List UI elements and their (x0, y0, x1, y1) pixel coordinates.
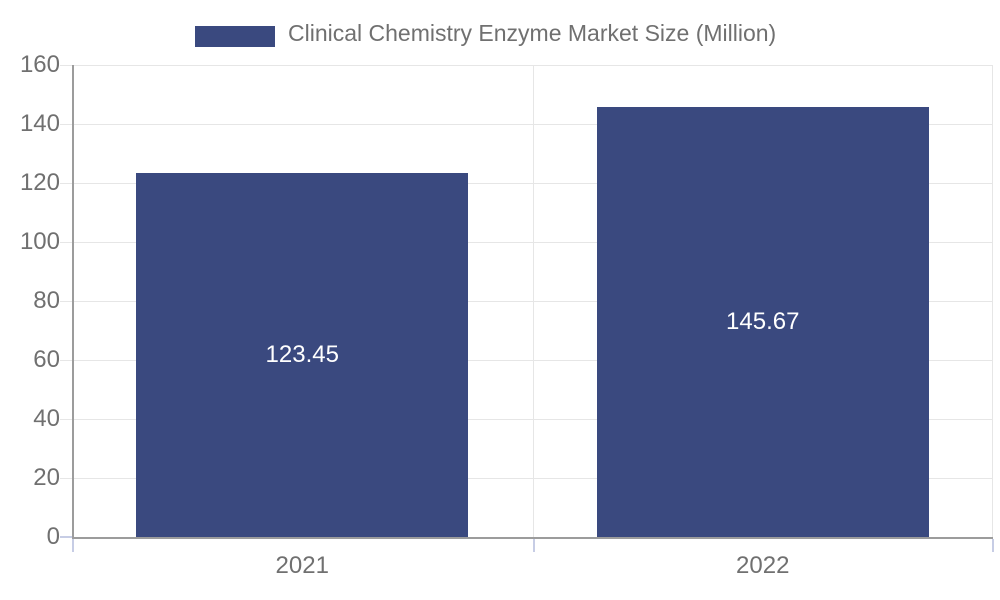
y-axis-tick (60, 536, 72, 538)
bar-value-label: 145.67 (726, 308, 800, 336)
y-tick-label: 160 (19, 51, 60, 78)
y-tick-label: 20 (33, 464, 60, 491)
y-tick-label: 40 (33, 405, 60, 432)
plot-area: 0 20 40 60 80 100 120 140 160 123.45 2021 145.67 202… (20, 52, 994, 579)
y-tick-label: 60 (33, 346, 60, 373)
bar-2021[interactable] (136, 172, 469, 537)
gridline-horizontal (60, 301, 993, 302)
x-axis-tick (992, 539, 994, 552)
chart-legend[interactable]: Clinical Chemistry Enzyme Market Size (M… (195, 14, 776, 52)
y-tick-label: 100 (19, 228, 60, 255)
x-tick-label: 2022 (736, 552, 790, 579)
y-tick-label: 0 (46, 523, 60, 550)
y-tick-label: 140 (19, 110, 60, 137)
y-tick-label: 120 (19, 169, 60, 196)
bar-2022[interactable] (596, 107, 929, 537)
y-axis-line (72, 65, 74, 538)
x-tick-label: 2021 (275, 552, 329, 579)
gridline-horizontal (60, 242, 993, 243)
x-axis-line (72, 537, 993, 539)
legend-swatch (195, 25, 275, 47)
legend-label: Clinical Chemistry Enzyme Market Size (M… (288, 20, 777, 46)
gridline-horizontal (60, 65, 993, 66)
y-tick-label: 80 (33, 287, 60, 314)
x-axis-tick (72, 539, 74, 552)
gridline-horizontal (60, 478, 993, 479)
gridline-horizontal (60, 183, 993, 184)
x-axis-tick (533, 539, 535, 552)
bar-value-label: 123.45 (265, 340, 339, 368)
gridline-horizontal (60, 419, 993, 420)
gridline-vertical (533, 65, 534, 537)
gridline-vertical (992, 65, 993, 537)
gridline-horizontal (60, 360, 993, 361)
gridline-horizontal (60, 124, 993, 125)
